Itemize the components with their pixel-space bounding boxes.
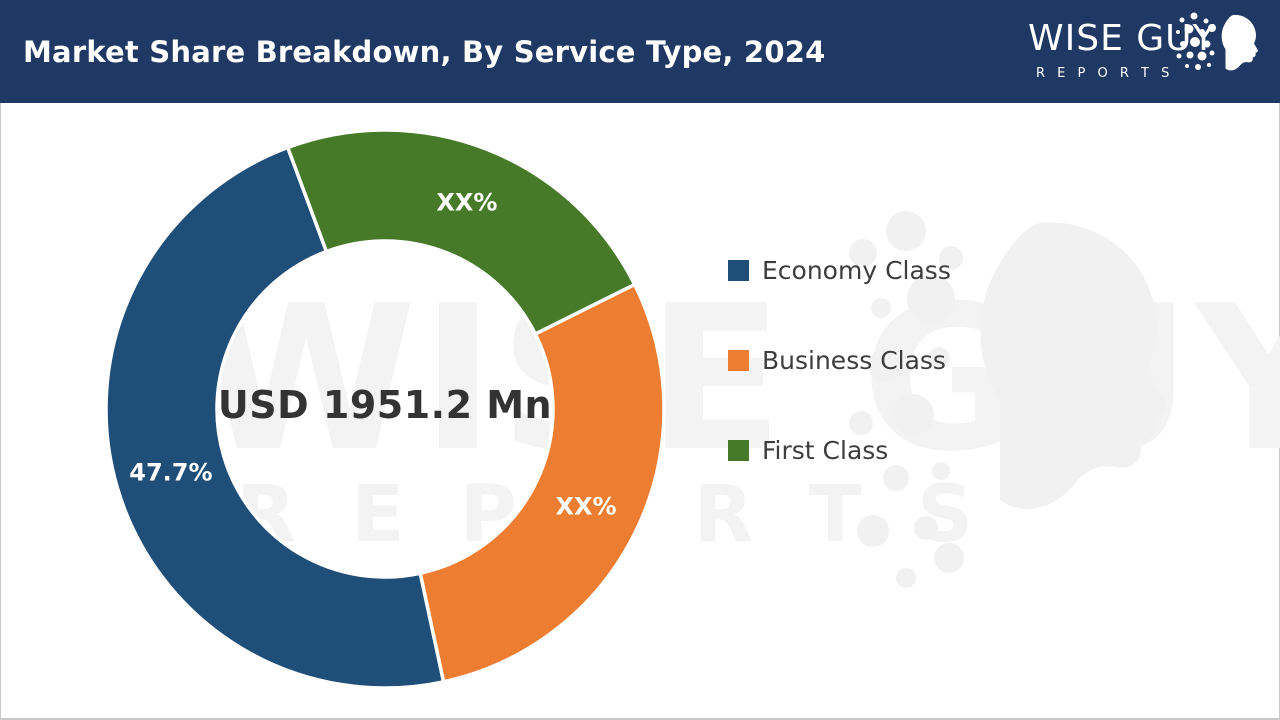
chart-center-label: USD 1951.2 Mn — [217, 383, 553, 427]
legend-swatch-icon — [728, 349, 749, 371]
legend-label: First Class — [762, 435, 889, 465]
header: Market Share Breakdown, By Service Type,… — [0, 0, 1280, 103]
legend-label: Economy Class — [762, 255, 951, 285]
legend-item-business-class: Business Class — [728, 345, 951, 375]
legend-swatch-icon — [728, 439, 749, 461]
segment-first-class — [285, 128, 637, 336]
watermark-head-icon — [980, 222, 1168, 510]
logo-head-icon — [1221, 14, 1258, 70]
logo-wordmark: WISE GUY — [1028, 18, 1216, 59]
legend-item-first-class: First Class — [728, 435, 951, 465]
page-title: Market Share Breakdown, By Service Type,… — [23, 34, 826, 69]
logo-subtitle: R E P O R T S — [1036, 66, 1173, 81]
legend: Economy Class Business Class First Class — [728, 255, 951, 525]
legend-swatch-icon — [728, 259, 749, 281]
wise-guy-logo: WISE GUY R E P O R T S — [1028, 12, 1258, 81]
segment-percent-label: XX% — [436, 189, 497, 217]
segment-business-class — [418, 282, 666, 684]
segment-percent-label: XX% — [555, 493, 616, 521]
chart-canvas: WISE GUY R E P O R T S 47.7% XX% XX% USD 1… — [0, 103, 1280, 720]
legend-label: Business Class — [762, 345, 946, 375]
logo-dots — [1176, 12, 1216, 70]
segment-percent-label: 47.7% — [129, 458, 212, 486]
legend-item-economy-class: Economy Class — [728, 255, 951, 285]
